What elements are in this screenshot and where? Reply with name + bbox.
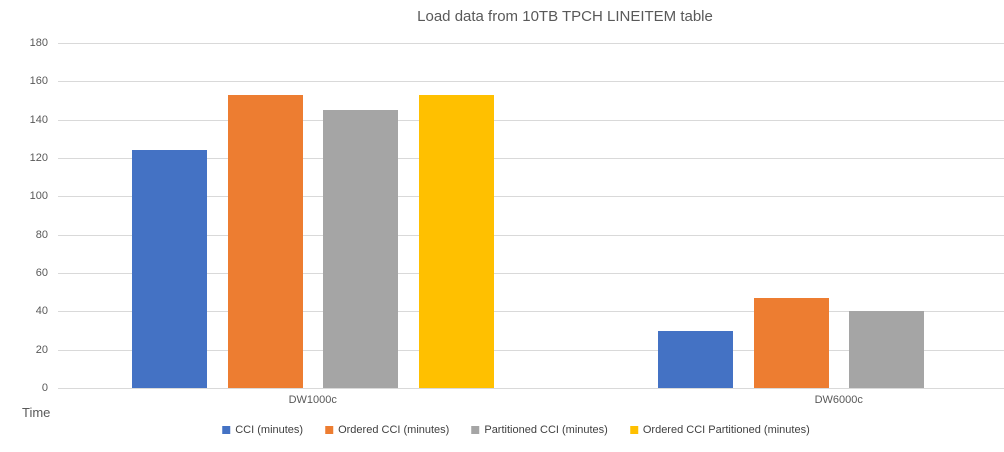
legend-swatch-icon <box>471 426 480 434</box>
legend-label: Ordered CCI (minutes) <box>338 424 450 436</box>
gridline <box>58 273 1004 274</box>
bar-partitioned-cci-minutes-dw1000c[interactable] <box>323 110 398 388</box>
chart-title: Load data from 10TB TPCH LINEITEM table <box>417 8 713 25</box>
legend-swatch-icon <box>222 426 231 434</box>
legend-item-partitioned-cci-minutes[interactable]: Partitioned CCI (minutes) <box>471 424 608 436</box>
bar-cci-minutes-dw1000c[interactable] <box>132 150 207 388</box>
y-tick-label: 180 <box>29 37 48 49</box>
gridline <box>58 81 1004 83</box>
gridline <box>58 158 1004 159</box>
gridline <box>58 311 1004 313</box>
time-axis-label: Time <box>22 405 51 420</box>
legend-label: CCI (minutes) <box>235 424 304 436</box>
bar-ordered-cci-partitioned-minutes-dw1000c[interactable] <box>418 94 494 388</box>
legend-item-ordered-cci-minutes[interactable]: Ordered CCI (minutes) <box>325 424 449 436</box>
legend-label: Partitioned CCI (minutes) <box>484 424 608 436</box>
legend-item-cci-minutes[interactable]: CCI (minutes) <box>222 424 303 436</box>
bar-ordered-cci-minutes-dw1000c[interactable] <box>227 94 303 388</box>
y-tick-label: 140 <box>29 113 48 126</box>
y-tick-label: 40 <box>35 305 48 318</box>
bar-ordered-cci-minutes-dw6000c[interactable] <box>753 297 829 388</box>
y-tick-label: 20 <box>35 343 48 356</box>
bar-partitioned-cci-minutes-dw6000c[interactable] <box>849 311 924 388</box>
category-label-dw6000c: DW6000c <box>814 394 863 406</box>
gridline <box>58 234 1004 236</box>
y-tick-label: 100 <box>29 190 48 203</box>
legend-swatch-icon <box>325 426 334 434</box>
bar-cci-minutes-dw6000c[interactable] <box>658 330 733 388</box>
y-tick-label: 120 <box>29 152 48 164</box>
gridline <box>58 43 1004 44</box>
legend-item-ordered-cci-partitioned-minutes[interactable]: Ordered CCI Partitioned (minutes) <box>629 424 810 436</box>
legend-label: Ordered CCI Partitioned (minutes) <box>642 424 810 436</box>
x-axis-line <box>58 388 1004 389</box>
gridline <box>58 349 1004 351</box>
gridline <box>58 119 1004 121</box>
gridline <box>58 196 1004 198</box>
category-label-dw1000c: DW1000c <box>288 394 337 406</box>
chart-legend: CCI (minutes) Ordered CCI (minutes) Partit… <box>222 424 810 436</box>
y-tick-label: 0 <box>41 382 48 394</box>
y-tick-label: 160 <box>29 75 48 88</box>
y-tick-label: 60 <box>35 267 48 279</box>
y-tick-label: 80 <box>35 228 48 241</box>
legend-swatch-icon <box>629 426 638 434</box>
